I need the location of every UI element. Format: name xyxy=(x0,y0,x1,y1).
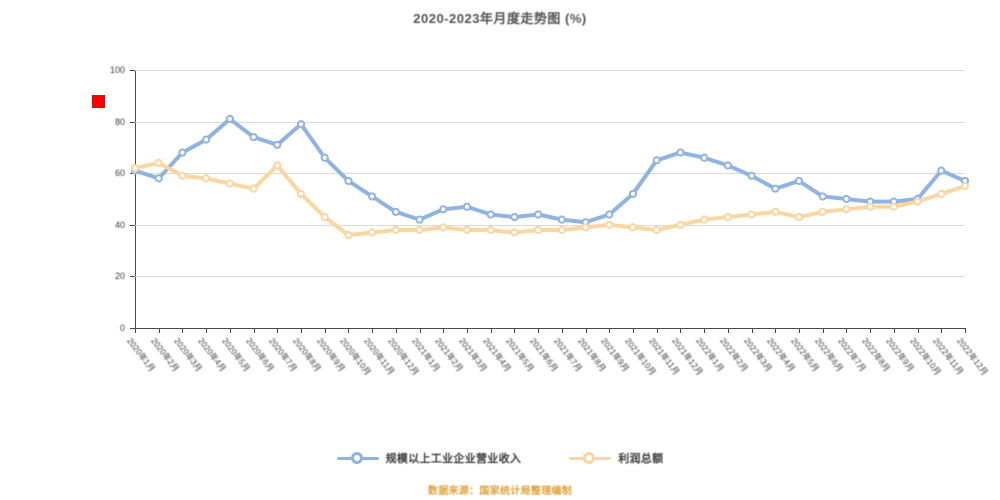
x-tick-mark xyxy=(182,328,184,333)
x-tick-mark xyxy=(158,328,160,333)
x-tick-mark xyxy=(822,328,824,333)
legend-item-1[interactable]: 利润总额 xyxy=(569,450,663,466)
gridline xyxy=(135,121,965,123)
x-tick-mark xyxy=(538,328,540,333)
x-tick-mark xyxy=(514,328,516,333)
y-tick-mark xyxy=(130,173,135,175)
x-tick-mark xyxy=(467,328,468,333)
x-tick-mark xyxy=(965,328,966,333)
x-tick-mark xyxy=(301,328,302,333)
x-tick-mark xyxy=(135,328,136,333)
x-tick-mark xyxy=(419,328,421,333)
y-tick-label: 20 xyxy=(114,271,125,282)
x-tick-mark xyxy=(490,328,492,333)
x-tick-mark xyxy=(941,328,943,333)
y-tick-mark xyxy=(130,121,135,123)
y-tick-mark xyxy=(130,328,135,329)
y-tick-mark xyxy=(130,224,135,226)
x-tick-mark xyxy=(633,328,634,333)
x-tick-mark xyxy=(324,328,326,333)
x-tick-mark xyxy=(253,328,255,333)
x-tick-mark xyxy=(656,328,658,333)
x-tick-mark xyxy=(372,328,374,333)
y-tick-label: 40 xyxy=(114,219,125,230)
chart-legend: 规模以上工业企业营业收入 利润总额 xyxy=(0,450,1000,466)
gridline xyxy=(135,224,965,226)
y-tick-label: 80 xyxy=(114,116,125,127)
x-tick-mark xyxy=(229,328,231,333)
x-tick-mark xyxy=(609,328,611,333)
x-tick-mark xyxy=(846,328,848,333)
y-tick-mark xyxy=(130,70,135,71)
x-tick-mark xyxy=(443,328,445,333)
x-tick-mark xyxy=(799,328,800,333)
x-tick-mark xyxy=(751,328,753,333)
x-tick-mark xyxy=(680,328,682,333)
y-tick-label: 60 xyxy=(114,168,125,179)
y-tick-label: 0 xyxy=(119,323,125,333)
x-tick-mark xyxy=(727,328,729,333)
gridline xyxy=(135,70,965,71)
chart-title: 2020-2023年月度走势图 (%) xyxy=(413,11,587,26)
footer-note: 数据来源：国家统计局整理编制 xyxy=(427,486,573,497)
x-tick-mark xyxy=(917,328,919,333)
x-tick-mark xyxy=(348,328,350,333)
x-tick-mark xyxy=(585,328,587,333)
x-tick-mark xyxy=(775,328,777,333)
red-square-marker xyxy=(92,95,105,108)
plot-area xyxy=(135,70,965,328)
y-tick-label: 100 xyxy=(109,65,125,75)
legend-marker-icon xyxy=(336,451,379,465)
legend-label: 规模以上工业企业营业收入 xyxy=(385,453,522,465)
x-tick-mark xyxy=(206,328,208,333)
x-tick-mark xyxy=(893,328,895,333)
gridline xyxy=(135,276,965,278)
x-tick-mark xyxy=(395,328,397,333)
legend-label: 利润总额 xyxy=(618,453,664,465)
y-tick-mark xyxy=(130,276,135,278)
legend-marker-icon xyxy=(569,451,612,465)
x-tick-mark xyxy=(704,328,706,333)
gridline xyxy=(135,173,965,175)
legend-item-0[interactable]: 规模以上工业企业营业收入 xyxy=(336,450,522,466)
x-tick-mark xyxy=(870,328,872,333)
x-axis-line xyxy=(135,328,965,329)
x-tick-mark xyxy=(561,328,563,333)
x-tick-mark xyxy=(277,328,279,333)
